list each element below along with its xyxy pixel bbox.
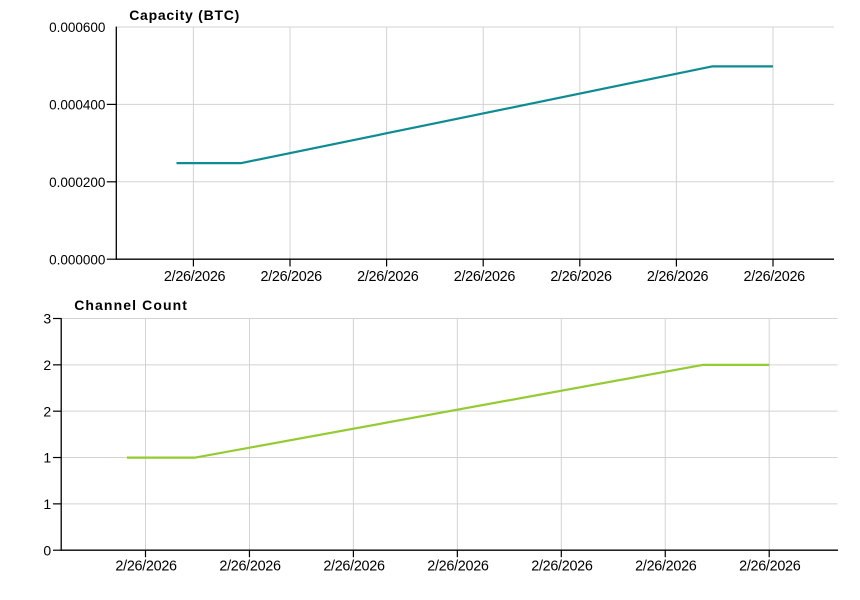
- svg-text:2/26/2026: 2/26/2026: [357, 269, 419, 285]
- svg-text:2/26/2026: 2/26/2026: [454, 269, 516, 285]
- svg-text:0: 0: [43, 542, 51, 558]
- svg-text:2/26/2026: 2/26/2026: [550, 269, 612, 285]
- svg-text:2/26/2026: 2/26/2026: [164, 269, 226, 285]
- svg-text:0.000000: 0.000000: [49, 252, 105, 267]
- svg-text:2/26/2026: 2/26/2026: [635, 558, 697, 574]
- svg-text:0.000400: 0.000400: [49, 98, 105, 113]
- svg-text:0.000200: 0.000200: [49, 175, 105, 190]
- svg-text:2/26/2026: 2/26/2026: [531, 558, 593, 574]
- svg-text:2/26/2026: 2/26/2026: [427, 558, 489, 574]
- svg-text:2/26/2026: 2/26/2026: [323, 558, 385, 574]
- svg-text:3: 3: [43, 311, 51, 327]
- svg-text:Channel Count: Channel Count: [74, 297, 188, 313]
- svg-text:2: 2: [43, 357, 51, 373]
- svg-text:1: 1: [43, 450, 51, 466]
- svg-text:2/26/2026: 2/26/2026: [219, 558, 281, 574]
- svg-text:2/26/2026: 2/26/2026: [261, 269, 323, 285]
- svg-text:2/26/2026: 2/26/2026: [647, 269, 709, 285]
- svg-text:0.000600: 0.000600: [49, 20, 105, 35]
- svg-text:2: 2: [43, 403, 51, 419]
- svg-text:2/26/2026: 2/26/2026: [115, 558, 177, 574]
- svg-text:Capacity (BTC): Capacity (BTC): [129, 7, 240, 23]
- svg-text:2/26/2026: 2/26/2026: [739, 558, 801, 574]
- svg-text:1: 1: [43, 496, 51, 512]
- svg-text:2/26/2026: 2/26/2026: [744, 269, 806, 285]
